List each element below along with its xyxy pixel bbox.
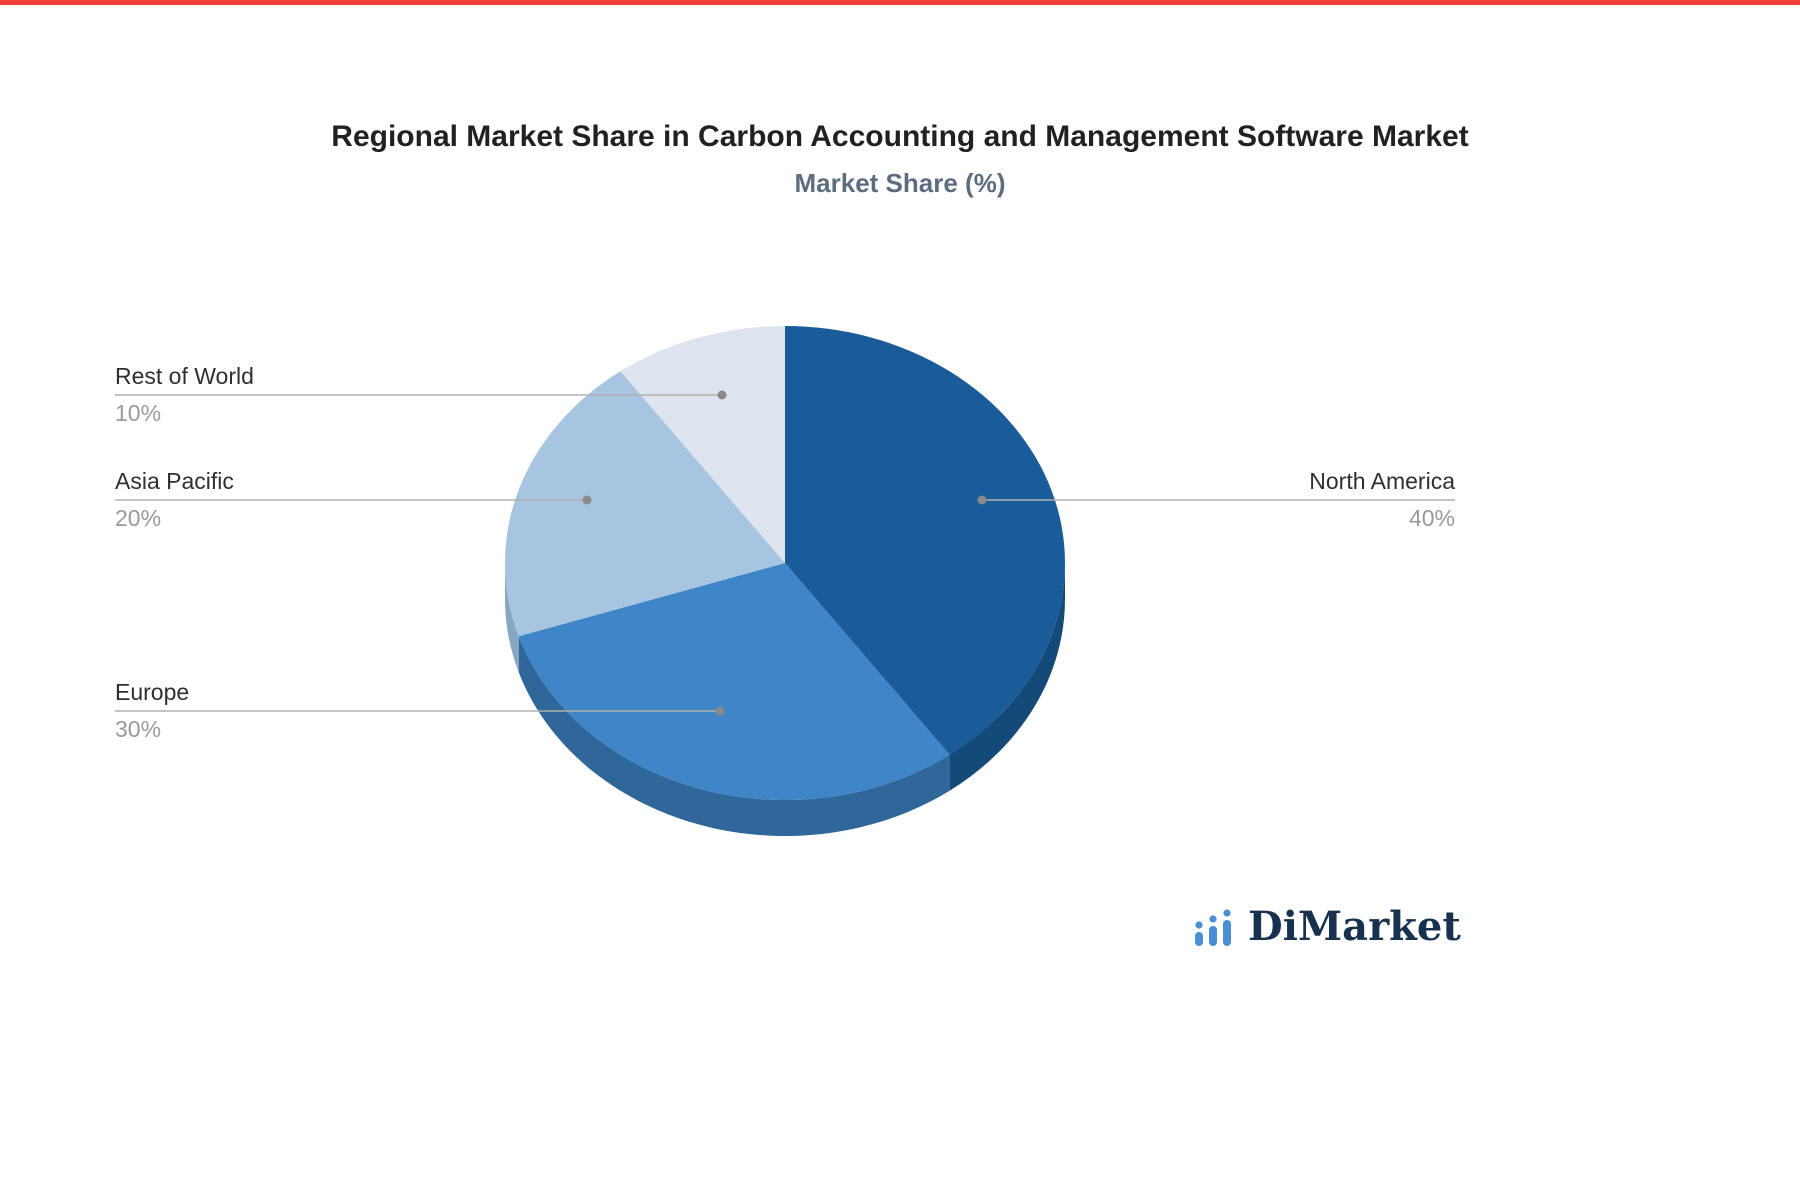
slice-label-value: 40% xyxy=(1408,505,1455,531)
logo-text: DiMarket xyxy=(1248,902,1461,950)
pie-slice-side-europe xyxy=(518,636,950,837)
slice-label-name: North America xyxy=(1309,468,1455,494)
pie-slice-europe[interactable] xyxy=(518,563,950,800)
leader-dot-europe xyxy=(715,706,725,716)
slice-label-value: 10% xyxy=(115,400,162,426)
pie-slice-asia-pacific[interactable] xyxy=(505,371,785,637)
pie-slice-north-america[interactable] xyxy=(785,326,1065,755)
leader-dot-rest-of-world xyxy=(717,390,727,400)
top-accent-bar xyxy=(0,0,1800,5)
slice-label-europe: Europe 30% xyxy=(115,678,189,743)
slice-label-asia-pacific: Asia Pacific 20% xyxy=(115,467,234,532)
slice-label-name: Asia Pacific xyxy=(115,468,234,494)
pie-slice-rest-of-world[interactable] xyxy=(620,326,785,563)
slice-label-rest-of-world: Rest of World 10% xyxy=(115,362,254,427)
dimarket-logo: DiMarket xyxy=(1188,902,1461,950)
pie-slice-side-asia-pacific xyxy=(505,563,519,673)
slice-label-value: 30% xyxy=(115,716,162,742)
slice-label-value: 20% xyxy=(115,505,162,531)
leader-dot-asia-pacific xyxy=(582,495,592,505)
chart-subtitle: Market Share (%) xyxy=(794,168,1006,198)
chart-title: Regional Market Share in Carbon Accounti… xyxy=(331,120,1469,153)
slice-label-north-america: North America 40% xyxy=(1309,467,1455,532)
bar-chart-icon xyxy=(1195,909,1231,946)
pie-slice-side-north-america xyxy=(949,563,1065,791)
slice-label-name: Europe xyxy=(115,679,190,705)
leader-dot-north-america xyxy=(977,495,987,505)
slice-label-name: Rest of World xyxy=(115,363,254,389)
